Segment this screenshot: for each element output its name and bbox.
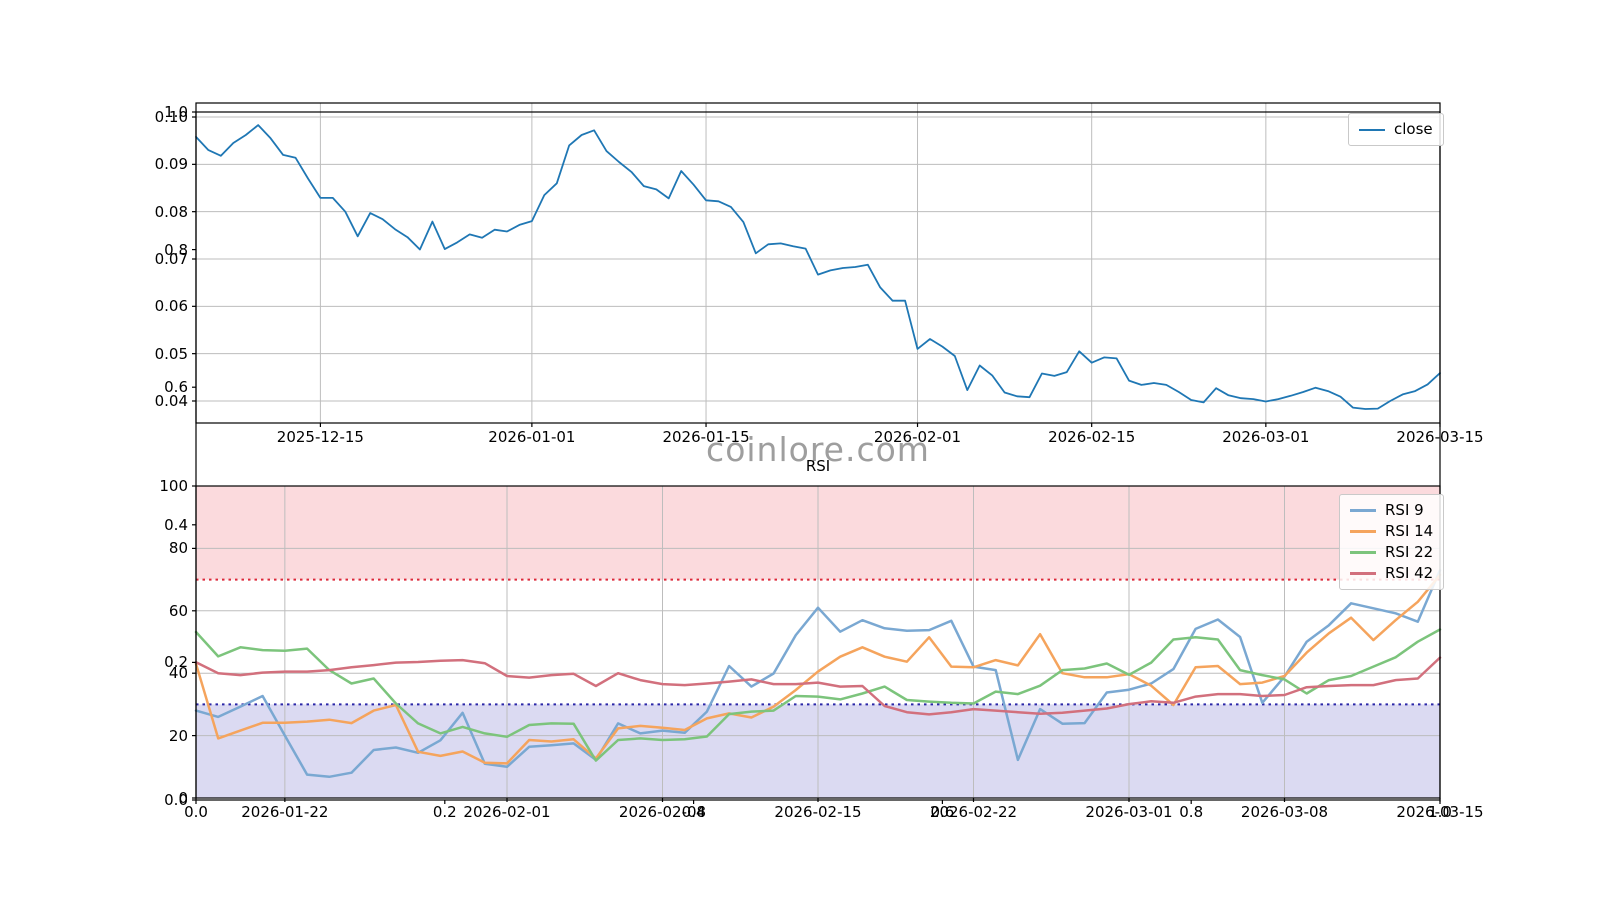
rsi-x-tick-label: 2026-01-22 <box>241 803 329 821</box>
legend-line-swatch <box>1350 572 1376 575</box>
rsi-chart-title: RSI <box>805 457 831 475</box>
legend-item: RSI 14 <box>1350 521 1433 542</box>
price-y-tick-label: 0.06 <box>154 297 188 316</box>
legend-label: RSI 42 <box>1385 564 1434 582</box>
price-axes-border <box>195 102 1441 424</box>
overlay-x-tick-label: 0.0 <box>184 803 208 821</box>
overlay-y-tick-label: 0.8 <box>164 240 188 259</box>
overlay-x-tick-label: 0.4 <box>681 803 706 821</box>
overlay-y-tick-label: 0.0 <box>164 791 188 809</box>
legend-line-swatch <box>1350 551 1376 554</box>
legend-item: close <box>1359 119 1433 140</box>
rsi-x-tick-label: 2026-02-22 <box>929 803 1018 821</box>
legend-label: RSI 22 <box>1385 543 1434 561</box>
price-y-tick-label: 0.04 <box>154 391 188 410</box>
overlay-x-tick-label: 0.2 <box>432 803 457 821</box>
close-line <box>195 124 1441 410</box>
rsi-y-tick-label: 40 <box>168 664 188 683</box>
rsi-22-line <box>194 628 1442 762</box>
overlay-y-tick-label: 0.2 <box>164 653 188 672</box>
rsi-14-line <box>194 573 1442 765</box>
rsi-x-tick-label: 2026-02-01 <box>463 803 551 821</box>
price-y-tick-label: 0.09 <box>154 155 188 174</box>
rsi-9-line <box>194 568 1442 779</box>
rsi-y-tick-label: 0 <box>178 789 188 807</box>
overlay-x-tick-label: 0.8 <box>1179 803 1204 821</box>
rsi-x-tick-label: 2026-02-08 <box>618 803 707 821</box>
price-x-tick-label: 2025-12-15 <box>276 428 364 446</box>
rsi-x-tick-label: 2026-03-01 <box>1085 803 1173 821</box>
legend-item: RSI 22 <box>1350 542 1433 563</box>
price-x-tick-label: 2026-01-01 <box>488 428 576 446</box>
rsi-y-tick-label: 60 <box>168 601 188 620</box>
rsi-y-tick-label: 20 <box>168 726 188 745</box>
price-y-tick-label: 0.08 <box>154 202 188 221</box>
price-x-tick-label: 2026-02-15 <box>1048 428 1136 446</box>
price-x-tick-label: 2026-03-15 <box>1396 428 1484 446</box>
legend-line-swatch <box>1350 509 1376 512</box>
rsi-x-tick-label: 2026-03-15 <box>1396 803 1484 821</box>
price-legend: close <box>1348 113 1444 146</box>
price-x-tick-label: 2026-01-15 <box>662 428 750 446</box>
overlay-y-tick-label: 1.0 <box>164 103 188 121</box>
legend-item: RSI 9 <box>1350 500 1433 521</box>
rsi-y-tick-label: 80 <box>168 539 188 558</box>
price-x-tick-label: 2026-02-01 <box>873 428 962 446</box>
overlay-x-tick-label: 1.0 <box>1428 803 1452 821</box>
overlay-x-tick-label: 0.6 <box>930 803 955 821</box>
price-y-tick-label: 0.05 <box>154 344 188 363</box>
legend-label: close <box>1394 120 1433 138</box>
legend-line-swatch <box>1350 530 1376 533</box>
watermark: coinlore.com <box>706 430 930 469</box>
legend-label: RSI 9 <box>1385 501 1424 519</box>
overlay-y-tick-label: 0.6 <box>164 378 188 397</box>
rsi-42-line <box>194 656 1442 716</box>
legend-item: RSI 42 <box>1350 563 1433 584</box>
rsi-x-tick-label: 2026-03-08 <box>1240 803 1329 821</box>
price-x-tick-label: 2026-03-01 <box>1222 428 1310 446</box>
rsi-y-tick-label: 100 <box>159 477 188 495</box>
price-y-tick-label: 0.10 <box>154 108 188 126</box>
legend-line-swatch <box>1359 128 1385 131</box>
rsi-x-tick-label: 2026-02-15 <box>774 803 862 821</box>
legend-label: RSI 14 <box>1385 522 1434 540</box>
price-y-tick-label: 0.07 <box>154 250 188 268</box>
rsi-legend: RSI 9 RSI 14 RSI 22 RSI 42 <box>1339 494 1445 590</box>
overlay-y-tick-label: 0.4 <box>164 515 188 534</box>
